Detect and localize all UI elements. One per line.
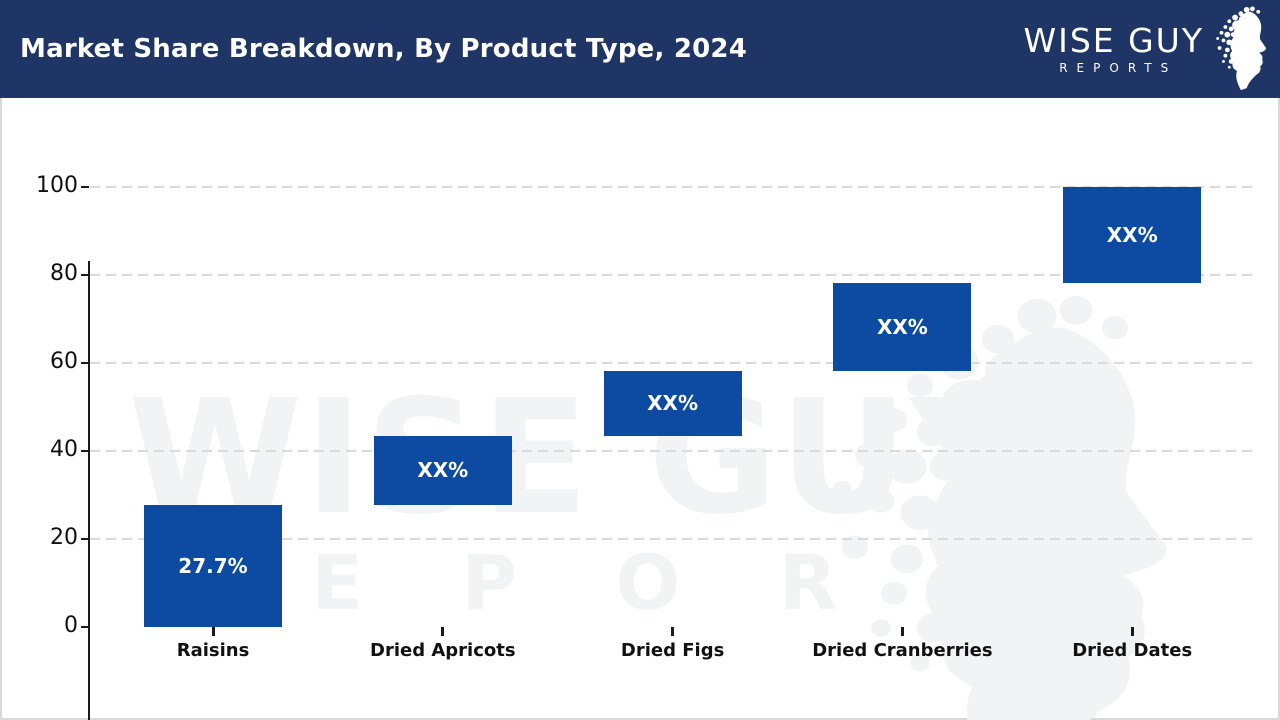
ytick-mark-20 bbox=[81, 538, 89, 540]
xtick-label-dried-dates: Dried Dates bbox=[1072, 640, 1193, 661]
logo-head-icon bbox=[1208, 6, 1266, 92]
ytick-label-80: 80 bbox=[50, 261, 78, 286]
bar-value-label-dried-figs: XX% bbox=[647, 391, 699, 416]
logo-subtitle: REPORTS bbox=[1059, 61, 1178, 76]
ytick-label-100: 100 bbox=[36, 173, 78, 198]
ytick-mark-80 bbox=[81, 274, 89, 276]
ytick-label-20: 20 bbox=[50, 525, 78, 550]
ytick-label-60: 60 bbox=[50, 349, 78, 374]
gridline-60 bbox=[90, 362, 1255, 364]
ytick-label-0: 0 bbox=[64, 613, 78, 638]
xtick-mark-dried-apricots bbox=[441, 627, 445, 636]
ytick-mark-40 bbox=[81, 450, 89, 452]
xtick-label-dried-cranberries: Dried Cranberries bbox=[812, 640, 993, 661]
bar-dried-figs: XX% bbox=[603, 370, 742, 436]
logo-text: WISE GUY REPORTS bbox=[1023, 20, 1204, 76]
y-axis-spine bbox=[88, 261, 90, 720]
xtick-label-raisins: Raisins bbox=[176, 640, 250, 661]
bar-value-label-dried-cranberries: XX% bbox=[876, 314, 928, 339]
gridline-40 bbox=[90, 450, 1255, 452]
bar-raisins: 27.7% bbox=[144, 505, 282, 627]
ytick-label-40: 40 bbox=[50, 437, 78, 462]
bar-value-label-dried-apricots: XX% bbox=[417, 458, 469, 483]
gridline-80 bbox=[90, 274, 1255, 276]
xtick-label-dried-apricots: Dried Apricots bbox=[370, 640, 516, 661]
bar-dried-apricots: XX% bbox=[373, 435, 512, 506]
ytick-mark-0 bbox=[81, 626, 89, 628]
xtick-mark-dried-figs bbox=[671, 627, 675, 636]
chart-title: Market Share Breakdown, By Product Type,… bbox=[20, 34, 747, 64]
bar-value-label-raisins: 27.7% bbox=[178, 554, 248, 579]
logo-wordmark: WISE GUY bbox=[1023, 20, 1204, 60]
bar-dried-dates: XX% bbox=[1063, 187, 1202, 283]
wise-guy-logo: WISE GUY REPORTS bbox=[1023, 6, 1266, 92]
bar-value-label-dried-dates: XX% bbox=[1106, 222, 1158, 247]
chart-canvas: WISE GUY R E P O R T S 0 20 40 60 80 100 27.7… bbox=[0, 98, 1280, 720]
xtick-mark-dried-dates bbox=[1130, 627, 1134, 636]
header-bar: Market Share Breakdown, By Product Type,… bbox=[0, 0, 1280, 98]
xtick-mark-raisins bbox=[211, 627, 215, 636]
gridline-100 bbox=[90, 186, 1255, 188]
ytick-mark-60 bbox=[81, 362, 89, 364]
xtick-label-dried-figs: Dried Figs bbox=[620, 640, 725, 661]
gridline-20 bbox=[90, 538, 1255, 540]
bar-dried-cranberries: XX% bbox=[833, 282, 972, 371]
xtick-mark-dried-cranberries bbox=[900, 627, 904, 636]
ytick-mark-100 bbox=[81, 186, 89, 188]
